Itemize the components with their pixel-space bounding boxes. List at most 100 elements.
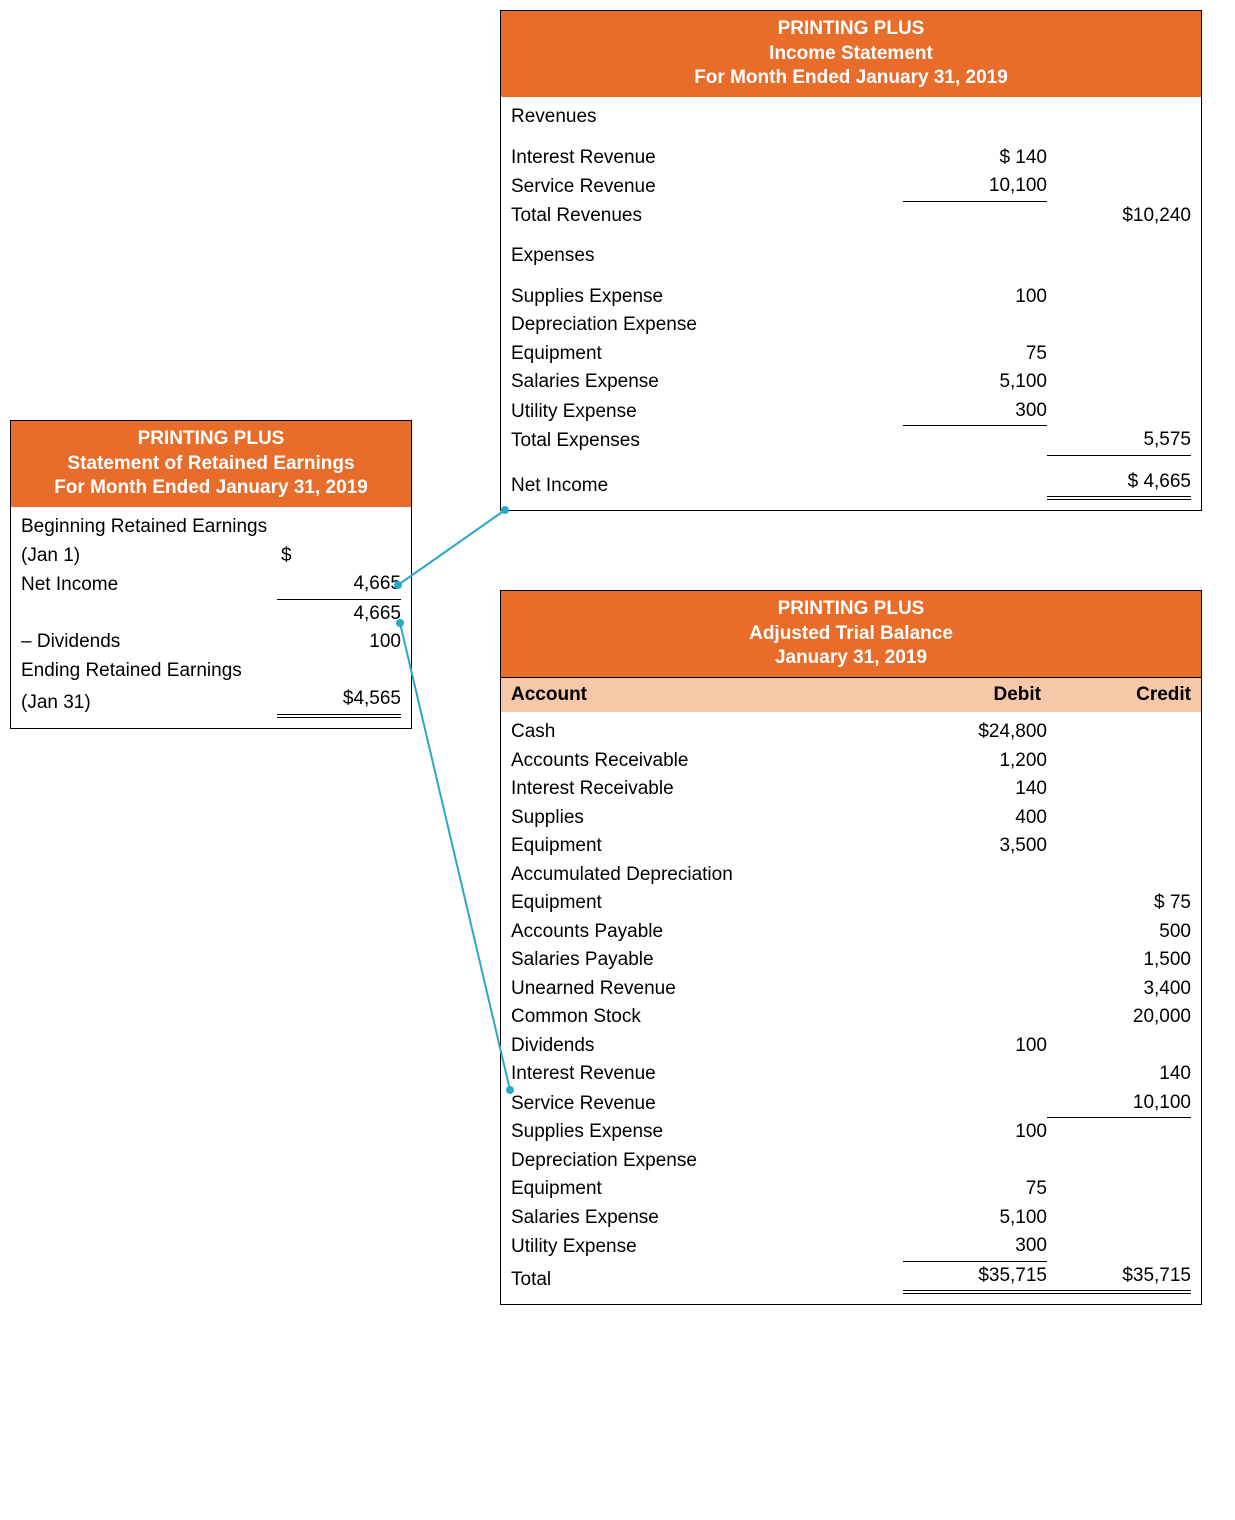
trial-debit-value: 75 (903, 1175, 1047, 1204)
trial-total-credit: $35,715 (1047, 1262, 1191, 1295)
trial-row: Supplies Expense100 (511, 1118, 1191, 1147)
trial-credit-value: 10,100 (1047, 1089, 1191, 1119)
income-header: PRINTING PLUS Income Statement For Month… (501, 11, 1201, 97)
retained-ni-val: 4,665 (277, 570, 401, 600)
income-utilexp-val: 300 (903, 397, 1047, 427)
income-intrev-label: Interest Revenue (511, 144, 903, 173)
trial-debit-value: 100 (903, 1032, 1047, 1061)
income-title1: PRINTING PLUS (505, 17, 1197, 42)
trial-debit-value: 5,100 (903, 1204, 1047, 1233)
trial-account-label: Unearned Revenue (511, 975, 903, 1004)
retained-beg-label1: Beginning Retained Earnings (21, 513, 401, 542)
income-supexp-val: 100 (903, 283, 1047, 312)
income-rev-label: Revenues (511, 103, 1191, 132)
retained-div-val: 100 (277, 628, 401, 657)
trial-row: Interest Receivable140 (511, 775, 1191, 804)
trial-row: Dividends100 (511, 1032, 1191, 1061)
income-svcrev-val: 10,100 (903, 172, 1047, 202)
trial-subheader: Account Debit Credit (501, 677, 1201, 712)
income-totexp-val: 5,575 (1047, 426, 1191, 456)
trial-body: Cash$24,800Accounts Receivable1,200Inter… (501, 712, 1201, 1304)
trial-account-label: Depreciation Expense (511, 1147, 903, 1176)
trial-debit-value: 1,200 (903, 747, 1047, 776)
trial-row: Salaries Expense5,100 (511, 1204, 1191, 1233)
trial-debit-value: 100 (903, 1118, 1047, 1147)
trial-debit-value: 140 (903, 775, 1047, 804)
trial-row: Supplies400 (511, 804, 1191, 833)
retained-title3: For Month Ended January 31, 2019 (15, 476, 407, 501)
page-canvas: PRINTING PLUS Statement of Retained Earn… (0, 0, 1235, 1520)
income-title3: For Month Ended January 31, 2019 (505, 66, 1197, 91)
income-ni-label: Net Income (511, 472, 903, 501)
income-totrev-label: Total Revenues (511, 202, 903, 231)
trial-debit-value: 400 (903, 804, 1047, 833)
trial-credit-value: 500 (1047, 918, 1191, 947)
trial-debit-value: 300 (903, 1232, 1047, 1262)
trial-row: Depreciation Expense (511, 1147, 1191, 1176)
trial-account-label: Equipment (511, 889, 903, 918)
trial-debit-value: 3,500 (903, 832, 1047, 861)
trial-row: Accounts Payable 500 (511, 918, 1191, 947)
trial-row: Accumulated Depreciation (511, 861, 1191, 890)
trial-account-label: Dividends (511, 1032, 903, 1061)
income-salexp-val: 5,100 (903, 368, 1047, 397)
trial-total-row: Total$35,715$35,715 (511, 1262, 1191, 1295)
trial-row: Accounts Receivable1,200 (511, 747, 1191, 776)
trial-account-label: Supplies (511, 804, 903, 833)
trial-account-label: Accounts Payable (511, 918, 903, 947)
income-intrev-val: $ 140 (903, 144, 1047, 173)
trial-title3: January 31, 2019 (505, 646, 1197, 671)
retained-beg-val: $ (241, 542, 401, 571)
income-equip-label: Equipment (511, 340, 903, 369)
trial-account-label: Utility Expense (511, 1233, 903, 1262)
trial-account-label: Service Revenue (511, 1090, 903, 1119)
trial-row: Cash$24,800 (511, 718, 1191, 747)
retained-end-label2: (Jan 31) (21, 689, 277, 718)
trial-credit-value: 20,000 (1047, 1003, 1191, 1032)
trial-col-credit: Credit (1041, 684, 1191, 706)
trial-account-label: Common Stock (511, 1003, 903, 1032)
trial-credit-value: $ 75 (1047, 889, 1191, 918)
trial-account-label: Interest Receivable (511, 775, 903, 804)
trial-credit-value: 140 (1047, 1060, 1191, 1089)
retained-title1: PRINTING PLUS (15, 427, 407, 452)
income-totexp-label: Total Expenses (511, 427, 903, 456)
income-exp-label: Expenses (511, 242, 1191, 271)
trial-total-debit: $35,715 (903, 1262, 1047, 1295)
trial-row: Salaries Payable1,500 (511, 946, 1191, 975)
trial-account-label: Accounts Receivable (511, 747, 903, 776)
trial-row: Unearned Revenue 3,400 (511, 975, 1191, 1004)
retained-end-val: $4,565 (277, 685, 401, 718)
trial-row: Interest Revenue140 (511, 1060, 1191, 1089)
trial-row: Equipment $ 75 (511, 889, 1191, 918)
income-svcrev-label: Service Revenue (511, 173, 903, 202)
retained-div-label: – Dividends (21, 628, 277, 657)
income-ni-val: $ 4,665 (1047, 468, 1191, 501)
trial-col-account: Account (511, 684, 671, 706)
income-salexp-label: Salaries Expense (511, 368, 903, 397)
trial-total-label: Total (511, 1266, 903, 1295)
trial-account-label: Equipment (511, 832, 903, 861)
trial-account-label: Salaries Expense (511, 1204, 903, 1233)
income-utilexp-label: Utility Expense (511, 398, 903, 427)
retained-earnings-statement: PRINTING PLUS Statement of Retained Earn… (10, 420, 412, 729)
trial-credit-value: 3,400 (1047, 975, 1191, 1004)
trial-row: Service Revenue 10,100 (511, 1089, 1191, 1119)
trial-account-label: Equipment (511, 1175, 903, 1204)
trial-header: PRINTING PLUS Adjusted Trial Balance Jan… (501, 591, 1201, 677)
retained-header: PRINTING PLUS Statement of Retained Earn… (11, 421, 411, 507)
retained-ni-label: Net Income (21, 571, 277, 600)
trial-debit-value: $24,800 (903, 718, 1047, 747)
income-totrev-val: $10,240 (1047, 202, 1191, 231)
trial-account-label: Salaries Payable (511, 946, 903, 975)
trial-row: Equipment3,500 (511, 832, 1191, 861)
trial-title1: PRINTING PLUS (505, 597, 1197, 622)
trial-account-label: Cash (511, 718, 903, 747)
trial-account-label: Supplies Expense (511, 1118, 903, 1147)
income-depexp-label: Depreciation Expense (511, 311, 1191, 340)
income-equip-val: 75 (903, 340, 1047, 369)
trial-row: Common Stock 20,000 (511, 1003, 1191, 1032)
trial-balance-statement: PRINTING PLUS Adjusted Trial Balance Jan… (500, 590, 1202, 1305)
retained-body: Beginning Retained Earnings (Jan 1) $ Ne… (11, 507, 411, 728)
income-body: Revenues Interest Revenue $ 140 Service … (501, 97, 1201, 510)
